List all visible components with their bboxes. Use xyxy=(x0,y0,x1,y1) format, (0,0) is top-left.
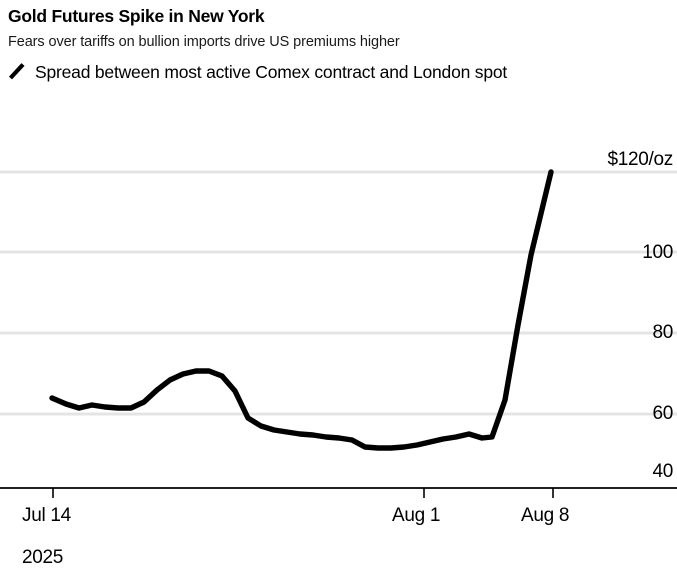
y-axis-label-80: 80 xyxy=(652,322,673,343)
x-axis-year-label: 2025 xyxy=(22,547,64,568)
page-title: Gold Futures Spike in New York xyxy=(8,6,265,26)
chart-plot-area: $120/oz 100 80 60 40 Jul 14 xyxy=(0,150,677,584)
y-axis-label-60: 60 xyxy=(652,403,673,424)
legend-label: Spread between most active Comex contrac… xyxy=(35,61,508,82)
series-line-spread xyxy=(49,169,554,451)
chart-canvas xyxy=(0,169,677,498)
y-axis-label-100: 100 xyxy=(642,242,673,263)
chart-header: Gold Futures Spike in New York Fears ove… xyxy=(8,0,673,83)
chart-legend: Spread between most active Comex contrac… xyxy=(8,62,673,83)
line-slash-icon xyxy=(8,62,28,80)
chart-subtitle: Fears over tariffs on bullion imports dr… xyxy=(8,34,400,51)
x-axis-label-aug1: Aug 1 xyxy=(392,505,441,526)
gridlines xyxy=(0,170,677,416)
y-axis-label-40: 40 xyxy=(652,461,673,482)
x-axis-ticks xyxy=(52,488,554,498)
x-axis-label-jul14: Jul 14 xyxy=(22,505,71,526)
y-axis-top-label: $120/oz xyxy=(607,149,673,170)
x-axis-label-aug8: Aug 8 xyxy=(521,505,570,526)
